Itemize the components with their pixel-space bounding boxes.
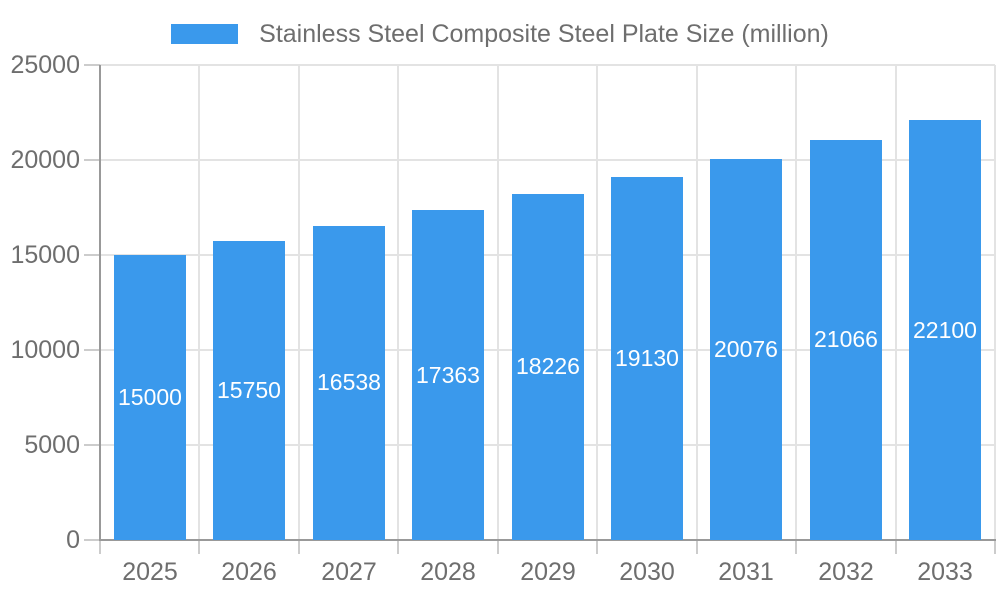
bar-value-label: 18226 (516, 353, 580, 379)
bar-2025[interactable] (114, 255, 186, 540)
bar-2027[interactable] (313, 226, 385, 540)
y-axis-tick-label: 0 (66, 526, 80, 554)
gridline-vertical (497, 65, 499, 540)
y-axis-tick-label: 20000 (10, 146, 80, 174)
y-axis-tick-label: 25000 (10, 51, 80, 79)
gridline-horizontal (100, 159, 995, 161)
bar-value-label: 20076 (714, 336, 778, 362)
y-axis-line (99, 65, 101, 540)
x-axis-tick (198, 540, 200, 554)
y-axis-tick-label: 10000 (10, 336, 80, 364)
x-axis-tick (795, 540, 797, 554)
x-axis-label: 2027 (321, 558, 377, 586)
gridline-vertical (397, 65, 399, 540)
x-axis-line (99, 539, 996, 541)
x-axis-tick (696, 540, 698, 554)
x-axis-tick (298, 540, 300, 554)
bar-2028[interactable] (412, 210, 484, 540)
x-axis-tick (596, 540, 598, 554)
legend-item[interactable]: Stainless Steel Composite Steel Plate Si… (0, 17, 1000, 51)
x-axis-label: 2030 (619, 558, 675, 586)
gridline-vertical (198, 65, 200, 540)
y-axis-tick-label: 5000 (24, 431, 80, 459)
y-axis-tick (84, 349, 100, 351)
x-axis-label: 2032 (818, 558, 874, 586)
bar-2033[interactable] (909, 120, 981, 540)
x-axis-label: 2029 (520, 558, 576, 586)
bar-value-label: 17363 (416, 362, 480, 388)
x-axis-tick (994, 540, 996, 554)
y-axis-tick (84, 539, 100, 541)
y-axis-tick (84, 159, 100, 161)
x-axis-tick (895, 540, 897, 554)
bar-2031[interactable] (710, 159, 782, 540)
x-axis-label: 2031 (718, 558, 774, 586)
x-axis-tick (99, 540, 101, 554)
bar-value-label: 19130 (615, 345, 679, 371)
x-axis-label: 2025 (122, 558, 178, 586)
bar-2032[interactable] (810, 140, 882, 540)
bar-value-label: 16538 (317, 369, 381, 395)
legend-label: Stainless Steel Composite Steel Plate Si… (259, 19, 829, 48)
gridline-vertical (596, 65, 598, 540)
gridline-vertical (795, 65, 797, 540)
bar-2030[interactable] (611, 177, 683, 540)
bar-value-label: 21066 (814, 326, 878, 352)
gridline-vertical (895, 65, 897, 540)
gridline-vertical (298, 65, 300, 540)
gridline-vertical (994, 65, 996, 540)
gridline-vertical (696, 65, 698, 540)
bar-2026[interactable] (213, 241, 285, 540)
bar-2029[interactable] (512, 194, 584, 540)
x-axis-tick (397, 540, 399, 554)
bar-value-label: 22100 (913, 317, 977, 343)
gridline-horizontal (100, 64, 995, 66)
y-axis-tick-label: 15000 (10, 241, 80, 269)
x-axis-tick (497, 540, 499, 554)
bar-value-label: 15000 (118, 384, 182, 410)
legend-swatch (171, 24, 239, 44)
y-axis-tick (84, 64, 100, 66)
x-axis-label: 2033 (917, 558, 973, 586)
y-axis-tick (84, 254, 100, 256)
x-axis-label: 2026 (221, 558, 277, 586)
bar-value-label: 15750 (217, 377, 281, 403)
x-axis-label: 2028 (420, 558, 476, 586)
y-axis-tick (84, 444, 100, 446)
